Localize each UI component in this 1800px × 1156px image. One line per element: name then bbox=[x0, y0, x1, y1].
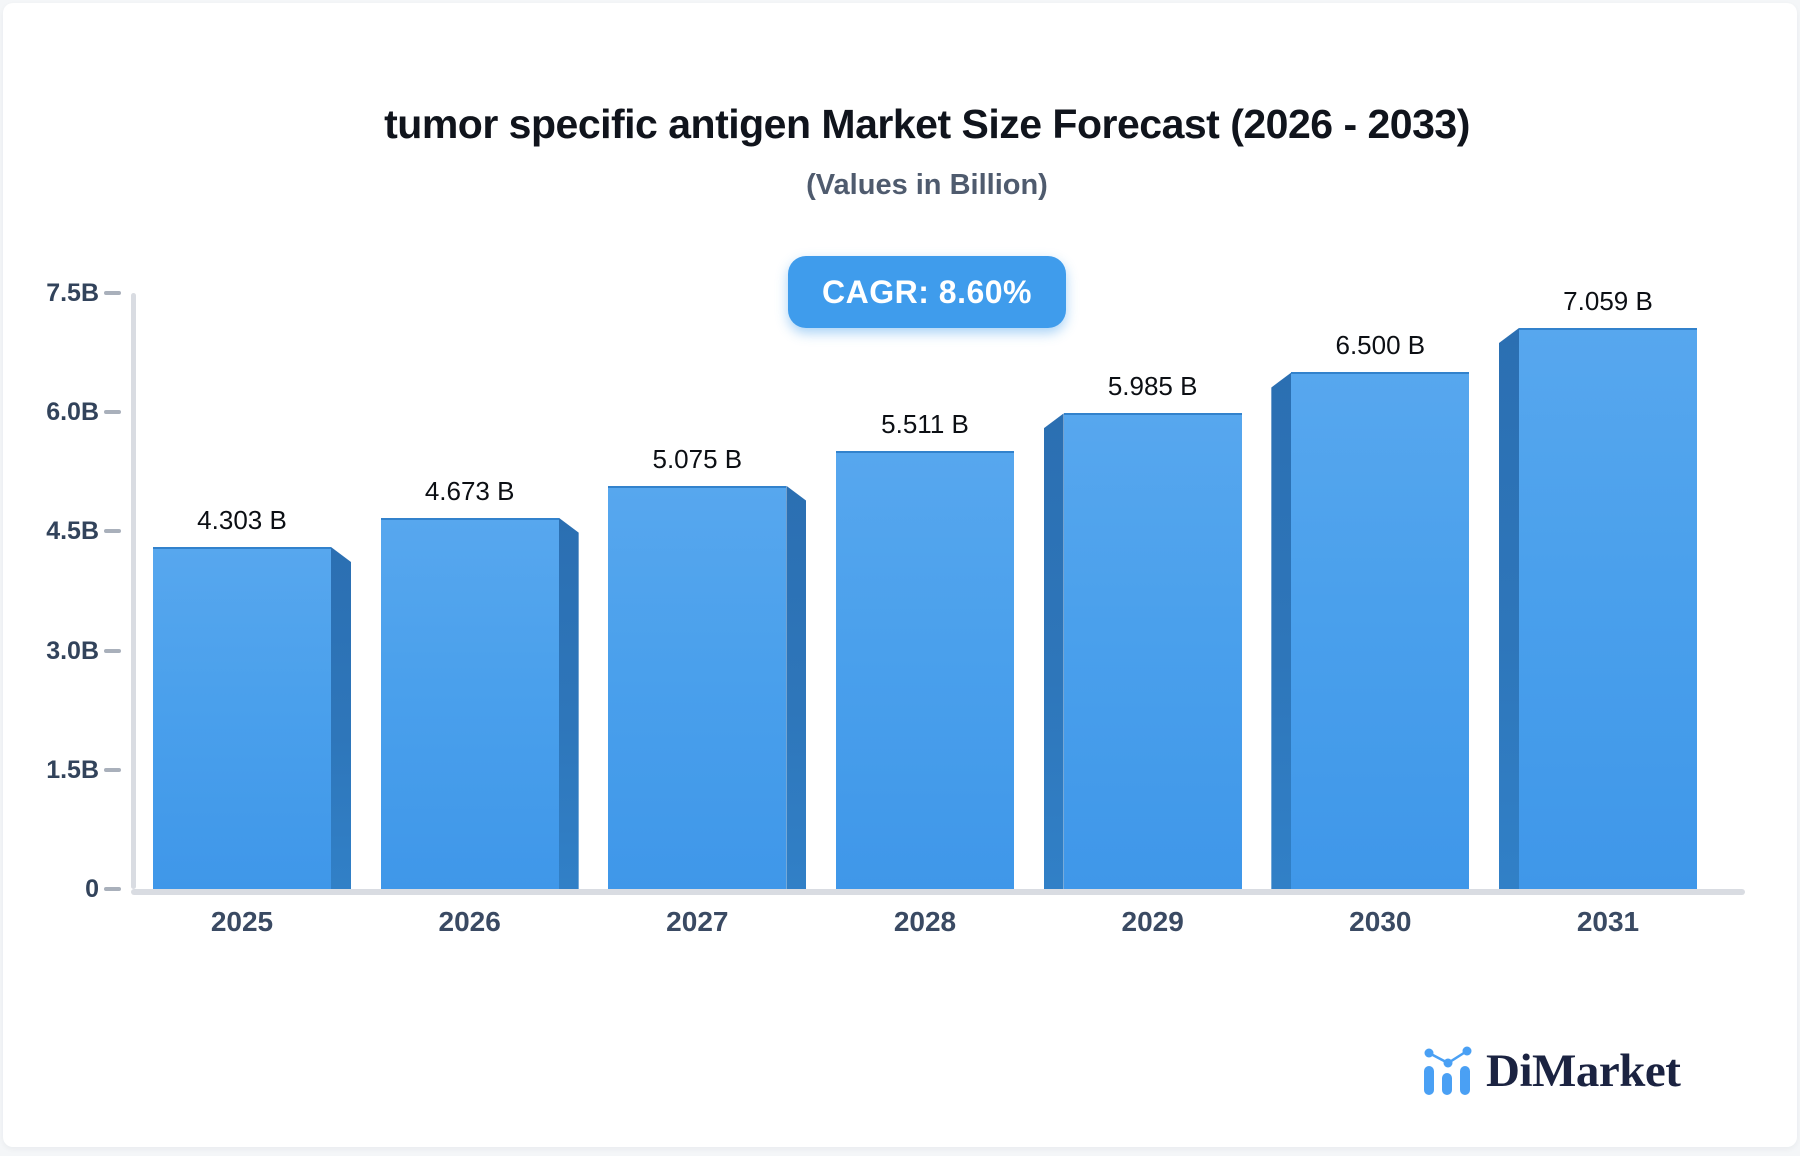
y-tick-label: 7.5B bbox=[46, 279, 99, 307]
bar-2027 bbox=[608, 485, 787, 889]
bar-value-label: 5.511 B bbox=[881, 409, 969, 440]
bar-value-label: 6.500 B bbox=[1335, 330, 1426, 361]
bar-2030 bbox=[1291, 372, 1470, 889]
y-tick-mark bbox=[104, 291, 121, 295]
bar-side-face bbox=[558, 517, 579, 889]
bar-2028 bbox=[836, 451, 1014, 889]
bar-side-face bbox=[1043, 413, 1064, 889]
bar-side-face bbox=[331, 547, 351, 889]
x-tick-label: 2027 bbox=[666, 906, 729, 937]
bar-2025 bbox=[153, 547, 331, 889]
bar-value-label: 5.075 B bbox=[652, 443, 743, 474]
y-tick-mark bbox=[104, 529, 121, 534]
y-tick-label: 3.0B bbox=[46, 636, 99, 665]
chart-card: tumor specific antigen Market Size Forec… bbox=[3, 3, 1797, 1147]
bar-side-face bbox=[1271, 372, 1292, 889]
x-tick-label: 2026 bbox=[438, 906, 501, 937]
bar-value-label: 7.059 B bbox=[1563, 286, 1653, 317]
y-tick-label: 4.5B bbox=[46, 517, 99, 546]
cagr-badge: CAGR: 8.60% bbox=[788, 256, 1066, 328]
bar-2026 bbox=[380, 517, 559, 889]
brand-name: DiMarket bbox=[1486, 1045, 1681, 1097]
bar-2029 bbox=[1063, 413, 1242, 889]
bar-value-label: 4.303 B bbox=[197, 505, 287, 536]
y-tick-label: 0 bbox=[85, 875, 99, 903]
y-tick-mark bbox=[104, 410, 121, 415]
x-tick-label: 2025 bbox=[210, 906, 274, 937]
bar-side-face bbox=[1499, 328, 1519, 889]
bar-2031 bbox=[1519, 328, 1697, 889]
y-tick-label: 6.0B bbox=[46, 398, 99, 427]
x-tick-label: 2030 bbox=[1349, 906, 1412, 937]
x-axis-line bbox=[131, 889, 1745, 895]
bar-side-face bbox=[786, 485, 807, 889]
bar-line-chart-icon bbox=[1424, 1046, 1472, 1095]
chart-title: tumor specific antigen Market Size Forec… bbox=[384, 101, 1470, 147]
y-tick-mark bbox=[104, 767, 121, 772]
x-tick-label: 2031 bbox=[1576, 906, 1640, 937]
x-tick-label: 2029 bbox=[1121, 906, 1184, 937]
y-tick-label: 1.5B bbox=[46, 755, 99, 784]
y-tick-mark bbox=[104, 648, 121, 653]
bar-value-label: 4.673 B bbox=[424, 475, 515, 506]
bar-value-label: 5.985 B bbox=[1107, 371, 1198, 402]
y-tick-mark bbox=[104, 887, 121, 891]
chart-subtitle: (Values in Billion) bbox=[806, 169, 1048, 201]
brand-logo: DiMarket bbox=[1419, 1043, 1681, 1097]
x-tick-label: 2028 bbox=[893, 906, 957, 937]
y-axis-line bbox=[131, 293, 136, 889]
